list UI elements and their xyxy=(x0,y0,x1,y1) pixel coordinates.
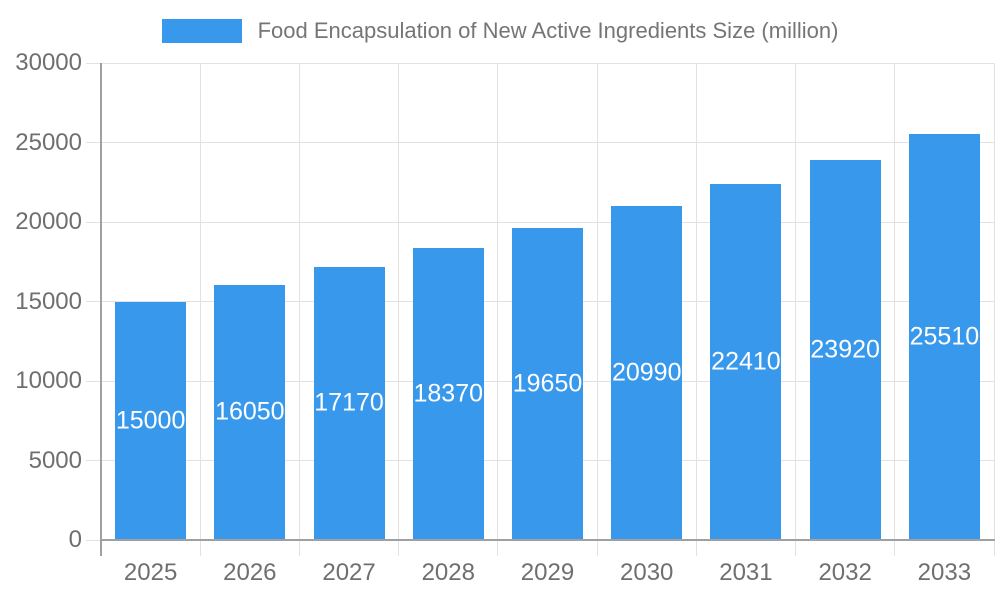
bar-2031[interactable]: 22410 xyxy=(710,183,782,540)
bar-2026[interactable]: 16050 xyxy=(214,284,286,540)
x-tick-mark xyxy=(795,540,797,556)
y-axis-tick-label: 10000 xyxy=(15,367,82,394)
x-axis-tick-label: 2028 xyxy=(421,559,475,586)
x-gridline xyxy=(298,63,300,540)
x-tick-mark xyxy=(398,540,400,556)
x-gridline xyxy=(398,63,400,540)
x-axis-tick-label: 2031 xyxy=(719,559,773,586)
y-tick-mark xyxy=(86,142,101,143)
y-tick-mark xyxy=(86,301,101,302)
x-tick-mark xyxy=(199,540,201,556)
x-axis-tick-label: 2029 xyxy=(520,559,575,586)
x-tick-mark xyxy=(298,540,300,556)
bar-2028[interactable]: 18370 xyxy=(412,247,484,540)
y-axis-line xyxy=(100,63,102,556)
x-axis-tick-label: 2032 xyxy=(818,559,872,586)
x-tick-mark xyxy=(695,540,697,556)
x-gridline xyxy=(795,63,797,540)
x-gridline xyxy=(993,63,995,540)
y-gridline xyxy=(101,142,994,143)
bar-value-label: 15000 xyxy=(115,406,186,435)
x-tick-mark xyxy=(596,540,598,556)
y-tick-mark xyxy=(86,380,101,382)
x-axis-tick-label: 2026 xyxy=(223,559,277,586)
bar-value-label: 17170 xyxy=(314,388,384,417)
bar-value-label: 22410 xyxy=(711,347,781,376)
x-gridline xyxy=(695,63,697,540)
y-tick-mark xyxy=(86,460,101,461)
bar-value-label: 16050 xyxy=(215,397,285,426)
y-axis-tick-label: 25000 xyxy=(15,128,82,156)
x-tick-mark xyxy=(497,540,499,556)
y-axis-tick-label: 30000 xyxy=(15,49,82,76)
y-gridline xyxy=(101,221,994,223)
bar-2032[interactable]: 23920 xyxy=(809,159,881,540)
x-gridline xyxy=(596,63,598,540)
y-tick-mark xyxy=(86,62,101,64)
x-gridline xyxy=(497,63,499,540)
bar-value-label: 25510 xyxy=(909,322,980,351)
x-tick-mark xyxy=(894,540,896,556)
legend[interactable]: Food Encapsulation of New Active Ingredi… xyxy=(0,18,1000,44)
y-tick-mark xyxy=(86,539,101,541)
x-tick-mark xyxy=(993,540,995,556)
y-axis-tick-label: 15000 xyxy=(15,287,82,315)
bar-2027[interactable]: 17170 xyxy=(313,266,385,540)
bar-2029[interactable]: 19650 xyxy=(512,227,583,540)
x-gridline xyxy=(894,63,896,540)
y-tick-mark xyxy=(86,221,101,223)
bar-2033[interactable]: 25510 xyxy=(908,134,980,540)
y-axis-tick-label: 5000 xyxy=(28,446,82,474)
x-axis-tick-label: 2027 xyxy=(322,559,376,586)
bar-2030[interactable]: 20990 xyxy=(611,206,683,540)
y-axis-tick-label: 20000 xyxy=(15,208,82,235)
x-axis-tick-label: 2030 xyxy=(620,559,674,586)
y-gridline xyxy=(101,62,994,64)
legend-swatch[interactable] xyxy=(161,19,242,43)
x-axis-tick-label: 2033 xyxy=(917,559,972,586)
x-axis-line xyxy=(100,539,995,541)
bar-2025[interactable]: 15000 xyxy=(115,301,187,540)
x-gridline xyxy=(199,63,201,540)
bar-value-label: 19650 xyxy=(512,369,583,398)
bar-value-label: 18370 xyxy=(413,379,484,408)
x-axis-tick-label: 2025 xyxy=(123,559,178,586)
bar-value-label: 23920 xyxy=(810,335,880,364)
y-axis-tick-label: 0 xyxy=(68,526,82,553)
legend-label: Food Encapsulation of New Active Ingredi… xyxy=(257,18,839,43)
bar-value-label: 20990 xyxy=(611,358,682,387)
